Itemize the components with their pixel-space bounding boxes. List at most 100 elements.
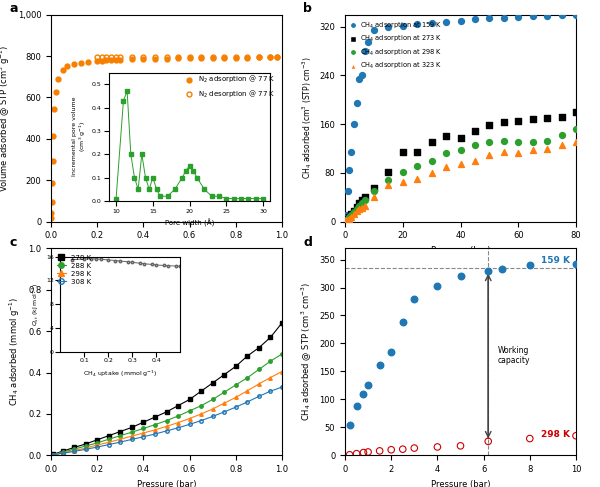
Point: [344, 213, 354, 221]
N$_2$ adsorption @ 77 K: [140, 56, 147, 62]
Point: [358, 72, 367, 79]
Point: [341, 216, 350, 224]
N$_2$ desorption @ 77 K: [128, 54, 136, 60]
Point: [341, 217, 350, 225]
N$_2$ desorption @ 77 K: [175, 54, 182, 60]
Text: b: b: [304, 2, 312, 15]
Point: [542, 114, 552, 122]
N$_2$ desorption @ 77 K: [267, 54, 274, 60]
N$_2$ desorption @ 77 K: [221, 54, 228, 60]
Point: [427, 169, 436, 177]
N$_2$ adsorption @ 77 K: [50, 133, 57, 139]
Point: [359, 449, 368, 456]
Point: [349, 210, 358, 218]
Point: [557, 141, 566, 149]
Point: [398, 148, 407, 155]
Point: [571, 11, 581, 19]
Point: [343, 215, 353, 223]
Point: [470, 157, 480, 165]
Line: N$_2$ desorption @ 77 K: N$_2$ desorption @ 77 K: [95, 55, 280, 59]
Point: [456, 133, 466, 141]
Text: Working
capacity: Working capacity: [497, 346, 530, 365]
N$_2$ adsorption @ 77 K: [77, 60, 85, 66]
Text: c: c: [10, 236, 17, 249]
N$_2$ desorption @ 77 K: [94, 54, 101, 60]
Point: [341, 216, 351, 224]
Point: [433, 443, 442, 451]
Point: [398, 318, 407, 326]
N$_2$ adsorption @ 77 K: [117, 56, 124, 62]
Point: [456, 442, 466, 450]
Point: [343, 216, 353, 224]
Point: [355, 206, 364, 213]
Point: [346, 210, 356, 218]
Point: [441, 150, 451, 157]
Point: [410, 295, 419, 302]
N$_2$ desorption @ 77 K: [112, 54, 119, 60]
Point: [499, 118, 509, 126]
Point: [525, 435, 535, 443]
Point: [470, 142, 480, 150]
Point: [361, 47, 370, 55]
Point: [344, 215, 354, 223]
N$_2$ adsorption @ 77 K: [221, 55, 228, 61]
Point: [456, 17, 466, 24]
Point: [470, 16, 480, 23]
N$_2$ adsorption @ 77 K: [232, 55, 239, 61]
Point: [571, 108, 581, 116]
N$_2$ adsorption @ 77 K: [98, 57, 106, 63]
Point: [571, 260, 581, 268]
X-axis label: Pressure (bar): Pressure (bar): [431, 246, 490, 255]
Point: [427, 157, 436, 165]
N$_2$ desorption @ 77 K: [103, 54, 110, 60]
N$_2$ adsorption @ 77 K: [186, 56, 193, 61]
Point: [383, 181, 393, 189]
Point: [557, 11, 566, 19]
N$_2$ adsorption @ 77 K: [128, 56, 136, 62]
Point: [358, 196, 367, 204]
N$_2$ desorption @ 77 K: [197, 54, 205, 60]
Text: 298 K: 298 K: [541, 431, 571, 439]
Text: a: a: [10, 2, 18, 15]
Point: [398, 178, 407, 186]
Point: [514, 150, 523, 157]
Point: [514, 117, 523, 125]
Point: [345, 421, 355, 429]
N$_2$ adsorption @ 77 K: [49, 158, 56, 164]
N$_2$ adsorption @ 77 K: [256, 55, 263, 60]
Point: [383, 23, 393, 31]
X-axis label: Pressure (bar): Pressure (bar): [431, 480, 490, 487]
N$_2$ adsorption @ 77 K: [52, 89, 59, 95]
N$_2$ desorption @ 77 K: [163, 54, 170, 60]
Point: [456, 272, 466, 280]
N$_2$ desorption @ 77 K: [98, 54, 106, 60]
Point: [346, 213, 356, 221]
Point: [349, 206, 358, 214]
N$_2$ adsorption @ 77 K: [267, 55, 274, 60]
Line: N$_2$ adsorption @ 77 K: N$_2$ adsorption @ 77 K: [49, 55, 280, 221]
Point: [528, 13, 538, 20]
Point: [364, 448, 373, 456]
N$_2$ adsorption @ 77 K: [274, 55, 281, 60]
N$_2$ adsorption @ 77 K: [48, 210, 55, 216]
N$_2$ desorption @ 77 K: [107, 54, 115, 60]
N$_2$ adsorption @ 77 K: [71, 61, 78, 67]
Point: [398, 21, 407, 29]
Point: [427, 19, 436, 27]
Point: [349, 208, 358, 216]
Point: [364, 381, 373, 389]
Point: [341, 216, 351, 224]
N$_2$ adsorption @ 77 K: [47, 216, 55, 222]
Point: [361, 196, 370, 204]
Point: [369, 193, 379, 201]
Point: [525, 261, 535, 269]
N$_2$ adsorption @ 77 K: [197, 56, 205, 61]
N$_2$ desorption @ 77 K: [186, 54, 193, 60]
Point: [352, 207, 361, 215]
Point: [352, 450, 361, 458]
N$_2$ desorption @ 77 K: [232, 54, 239, 60]
Point: [528, 146, 538, 154]
N$_2$ desorption @ 77 K: [274, 54, 281, 60]
Point: [355, 200, 364, 207]
Point: [369, 187, 379, 195]
